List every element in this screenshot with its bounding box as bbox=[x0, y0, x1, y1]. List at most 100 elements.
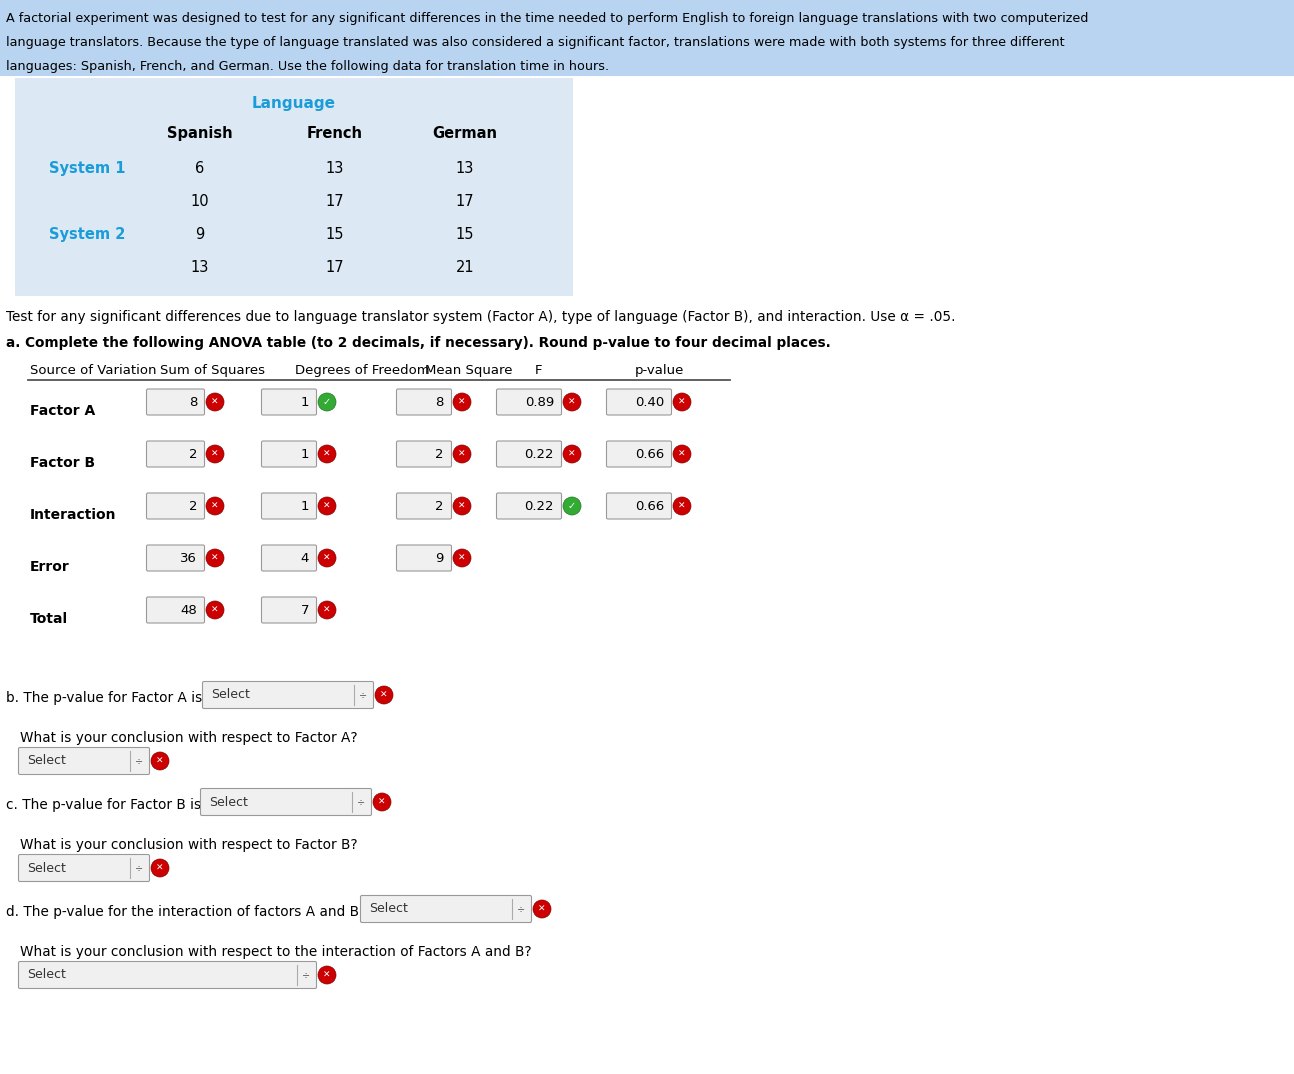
Text: ✕: ✕ bbox=[211, 397, 219, 406]
Text: ✕: ✕ bbox=[538, 904, 546, 914]
Circle shape bbox=[151, 752, 170, 770]
Text: ✓: ✓ bbox=[324, 396, 331, 406]
Text: p-value: p-value bbox=[635, 364, 685, 377]
Text: Factor A: Factor A bbox=[30, 404, 96, 418]
Text: 1: 1 bbox=[300, 448, 309, 461]
Text: ÷: ÷ bbox=[302, 970, 311, 979]
Text: ÷: ÷ bbox=[516, 904, 525, 914]
Text: ✕: ✕ bbox=[678, 502, 686, 510]
Text: Error: Error bbox=[30, 560, 70, 574]
FancyBboxPatch shape bbox=[261, 389, 317, 415]
Text: 10: 10 bbox=[190, 194, 210, 209]
Text: Interaction: Interaction bbox=[30, 508, 116, 522]
Circle shape bbox=[563, 497, 581, 516]
Text: ✕: ✕ bbox=[324, 606, 331, 614]
Text: Total: Total bbox=[30, 612, 69, 626]
Text: Select: Select bbox=[27, 861, 66, 874]
Text: 6: 6 bbox=[195, 161, 204, 176]
FancyBboxPatch shape bbox=[146, 389, 204, 415]
Text: Select: Select bbox=[27, 969, 66, 982]
Text: ✕: ✕ bbox=[211, 502, 219, 510]
FancyBboxPatch shape bbox=[261, 597, 317, 623]
Text: 7: 7 bbox=[300, 604, 309, 616]
FancyBboxPatch shape bbox=[396, 441, 452, 467]
FancyBboxPatch shape bbox=[396, 545, 452, 571]
Text: 0.89: 0.89 bbox=[525, 395, 554, 408]
Text: Select: Select bbox=[27, 755, 66, 768]
Text: 36: 36 bbox=[180, 552, 197, 565]
Text: ÷: ÷ bbox=[135, 863, 144, 873]
Circle shape bbox=[318, 966, 336, 984]
Text: 17: 17 bbox=[326, 194, 344, 209]
Text: 9: 9 bbox=[195, 227, 204, 242]
Circle shape bbox=[206, 393, 224, 411]
FancyBboxPatch shape bbox=[361, 896, 532, 923]
Text: 0.22: 0.22 bbox=[524, 499, 554, 512]
Text: ✕: ✕ bbox=[324, 971, 331, 979]
Circle shape bbox=[673, 393, 691, 411]
Text: What is your conclusion with respect to the interaction of Factors A and B?: What is your conclusion with respect to … bbox=[19, 945, 532, 959]
Text: b. The p-value for Factor A is: b. The p-value for Factor A is bbox=[6, 691, 202, 705]
Text: French: French bbox=[307, 126, 364, 141]
Text: ✕: ✕ bbox=[568, 450, 576, 459]
Circle shape bbox=[673, 497, 691, 516]
Circle shape bbox=[375, 686, 393, 703]
Text: Spanish: Spanish bbox=[167, 126, 233, 141]
Text: 1: 1 bbox=[300, 395, 309, 408]
Text: Source of Variation: Source of Variation bbox=[30, 364, 157, 377]
Text: d. The p-value for the interaction of factors A and B is: d. The p-value for the interaction of fa… bbox=[6, 905, 374, 919]
Text: 2: 2 bbox=[436, 499, 444, 512]
Circle shape bbox=[206, 497, 224, 516]
Circle shape bbox=[206, 445, 224, 463]
FancyBboxPatch shape bbox=[261, 441, 317, 467]
Text: ✕: ✕ bbox=[678, 450, 686, 459]
Text: 4: 4 bbox=[300, 552, 309, 565]
Text: 48: 48 bbox=[180, 604, 197, 616]
Text: 0.22: 0.22 bbox=[524, 448, 554, 461]
Text: 15: 15 bbox=[455, 227, 474, 242]
Circle shape bbox=[453, 497, 471, 516]
FancyBboxPatch shape bbox=[607, 389, 672, 415]
FancyBboxPatch shape bbox=[607, 493, 672, 519]
Circle shape bbox=[318, 445, 336, 463]
Text: 0.66: 0.66 bbox=[635, 448, 664, 461]
FancyBboxPatch shape bbox=[497, 493, 562, 519]
Text: 13: 13 bbox=[190, 260, 210, 275]
Text: ✕: ✕ bbox=[324, 450, 331, 459]
Text: What is your conclusion with respect to Factor A?: What is your conclusion with respect to … bbox=[19, 731, 357, 745]
Text: German: German bbox=[432, 126, 497, 141]
Text: A factorial experiment was designed to test for any significant differences in t: A factorial experiment was designed to t… bbox=[6, 12, 1088, 25]
Text: ✕: ✕ bbox=[211, 606, 219, 614]
Text: ✕: ✕ bbox=[324, 502, 331, 510]
FancyBboxPatch shape bbox=[497, 389, 562, 415]
Text: 21: 21 bbox=[455, 260, 475, 275]
FancyBboxPatch shape bbox=[396, 493, 452, 519]
FancyBboxPatch shape bbox=[497, 441, 562, 467]
Text: Mean Square: Mean Square bbox=[424, 364, 512, 377]
Circle shape bbox=[151, 859, 170, 877]
Text: 8: 8 bbox=[189, 395, 197, 408]
Circle shape bbox=[318, 601, 336, 619]
Text: Select: Select bbox=[210, 796, 248, 809]
Circle shape bbox=[318, 549, 336, 567]
Text: System 2: System 2 bbox=[49, 227, 126, 242]
Text: ✓: ✓ bbox=[568, 500, 576, 510]
Text: 9: 9 bbox=[436, 552, 444, 565]
FancyBboxPatch shape bbox=[16, 78, 573, 296]
Text: ✕: ✕ bbox=[378, 798, 386, 807]
Text: 1: 1 bbox=[300, 499, 309, 512]
Text: 15: 15 bbox=[326, 227, 344, 242]
Circle shape bbox=[453, 393, 471, 411]
Text: Select: Select bbox=[211, 688, 250, 701]
Text: ÷: ÷ bbox=[135, 756, 144, 766]
Text: 13: 13 bbox=[326, 161, 344, 176]
FancyBboxPatch shape bbox=[18, 855, 150, 882]
Text: 2: 2 bbox=[436, 448, 444, 461]
Text: c. The p-value for Factor B is: c. The p-value for Factor B is bbox=[6, 798, 201, 812]
Text: ✕: ✕ bbox=[458, 397, 466, 406]
FancyBboxPatch shape bbox=[146, 493, 204, 519]
Text: ✕: ✕ bbox=[157, 863, 164, 872]
Circle shape bbox=[533, 900, 551, 918]
Text: ✕: ✕ bbox=[458, 553, 466, 563]
Text: ✕: ✕ bbox=[568, 397, 576, 406]
